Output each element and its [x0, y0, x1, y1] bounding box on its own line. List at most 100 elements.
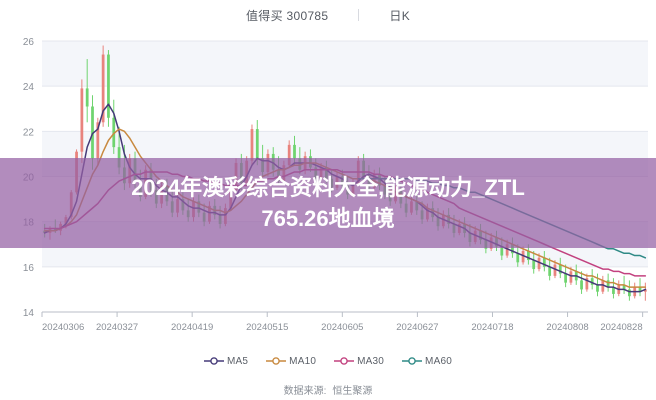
chart-plot-svg: 26 24 22 20 18 16 14 20240306 20240327 20240419 20… — [23, 37, 648, 333]
candle-body — [154, 190, 158, 204]
candle-body — [266, 153, 270, 172]
candle-body — [85, 88, 89, 107]
grid-band — [42, 221, 648, 267]
candle-body — [511, 244, 514, 254]
candle-body — [505, 244, 509, 256]
candle-body — [527, 251, 530, 261]
candle-body — [133, 158, 137, 182]
candle-body — [330, 178, 334, 188]
candle-body — [564, 273, 567, 283]
candle-body — [224, 208, 227, 224]
candle-body — [117, 147, 121, 168]
chart-footer: 数据来源: 恒生聚源 — [0, 381, 656, 397]
candle-body — [612, 287, 615, 294]
candle-body — [346, 185, 350, 195]
candle-body — [309, 156, 312, 168]
source-label: 数据来源: — [283, 385, 327, 397]
candle-body — [622, 284, 626, 290]
candle-body — [75, 151, 78, 193]
candle-body — [399, 190, 403, 204]
legend-item-ma10[interactable]: MA10 — [266, 356, 316, 367]
candle-body — [138, 181, 142, 197]
legend-marker-icon — [204, 357, 224, 365]
candle-body — [548, 266, 552, 276]
candle-body — [484, 239, 488, 249]
candle-body — [96, 122, 100, 159]
ma-legend: MA5 MA10 MA30 MA60 — [0, 352, 656, 370]
candle-body — [245, 160, 249, 184]
candle-body — [628, 289, 631, 297]
candle-body — [643, 289, 647, 292]
candle-body — [123, 167, 126, 184]
x-axis-tick-label: 20240718 — [471, 322, 513, 333]
legend-marker-icon — [334, 357, 355, 365]
candle-body — [569, 271, 573, 283]
y-axis-tick-label: 20 — [23, 173, 35, 184]
candle-body — [596, 284, 599, 292]
x-axis-tick-label: 20240808 — [546, 322, 588, 333]
candle-body — [287, 144, 291, 166]
candle-body — [186, 210, 190, 218]
candle-body — [452, 223, 456, 233]
y-axis-tick-label: 16 — [23, 263, 35, 274]
candle-body — [91, 106, 94, 159]
x-axis-tick-label: 20240306 — [42, 322, 84, 333]
candle-body — [192, 201, 195, 218]
legend-label: MA30 — [357, 355, 385, 367]
legend-marker-icon — [402, 357, 423, 365]
x-axis-tick-label: 20240419 — [171, 322, 213, 333]
legend-item-ma30[interactable]: MA30 — [334, 356, 384, 367]
source-value: 恒生聚源 — [332, 385, 373, 397]
candle-body — [420, 210, 424, 220]
legend-label: MA5 — [227, 355, 249, 367]
candle-body — [585, 278, 589, 290]
legend-item-ma5[interactable]: MA5 — [204, 356, 248, 367]
grid-band — [42, 131, 648, 177]
candle-body — [404, 203, 408, 213]
header-divider — [358, 9, 360, 21]
candle-body — [410, 201, 413, 213]
candle-body — [144, 169, 148, 197]
candle-body — [218, 214, 222, 224]
stock-name-label: 值得买 300785 — [246, 8, 329, 23]
candle-body — [170, 201, 174, 213]
y-axis-tick-label: 26 — [23, 37, 35, 48]
candle-body — [521, 251, 525, 263]
period-label: 日K — [389, 8, 410, 23]
candle-body — [537, 257, 541, 270]
candle-body — [250, 129, 254, 161]
x-axis-tick-label: 20240327 — [96, 322, 138, 333]
candle-body — [558, 264, 562, 274]
chart-header: 值得买 300785 日K — [0, 0, 656, 30]
candle-body — [239, 162, 243, 184]
candle-body — [500, 246, 504, 256]
candle-body — [601, 280, 605, 292]
candle-body — [80, 88, 84, 152]
y-axis-tick-label: 14 — [23, 308, 35, 319]
candlestick-chart[interactable]: 26 24 22 20 18 16 14 20240306 20240327 20240419 20… — [0, 30, 656, 340]
legend-marker-icon — [266, 357, 287, 365]
candle-body — [293, 144, 296, 159]
legend-label: MA60 — [425, 355, 452, 367]
candle-body — [107, 54, 110, 118]
candle-body — [590, 278, 594, 285]
candle-body — [638, 287, 642, 292]
candle-body — [553, 264, 557, 276]
legend-item-ma60[interactable]: MA60 — [402, 356, 452, 367]
x-axis-tick-label: 20240605 — [321, 322, 363, 333]
y-axis-tick-label: 24 — [23, 82, 35, 93]
candle-body — [468, 232, 472, 242]
candle-body — [255, 129, 259, 159]
candle-body — [606, 280, 610, 288]
x-axis-tick-label: 20240515 — [246, 322, 288, 333]
candle-body — [532, 260, 536, 270]
candle-body — [516, 253, 520, 263]
candle-body — [128, 158, 132, 184]
y-axis-tick-label: 18 — [23, 218, 35, 229]
candle-body — [202, 212, 206, 222]
candle-body — [580, 280, 583, 290]
candle-body — [335, 176, 339, 188]
candle-body — [436, 217, 440, 227]
candle-body — [362, 160, 365, 177]
candle-body — [388, 194, 392, 202]
